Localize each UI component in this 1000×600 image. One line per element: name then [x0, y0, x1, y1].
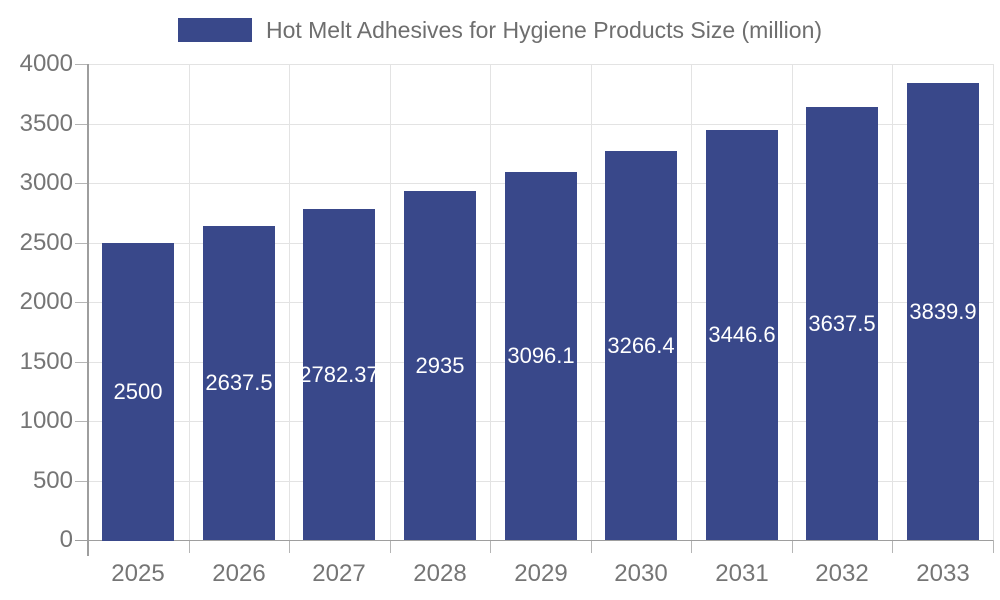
- bar-value-label: 3446.6: [708, 322, 776, 347]
- bar-value-label: 2935: [415, 352, 465, 378]
- bar-2027: 2782.37: [303, 209, 375, 540]
- gridline-vertical: [390, 64, 391, 540]
- gridline-vertical: [189, 64, 190, 540]
- x-axis-tick-label: 2028: [413, 560, 467, 587]
- gridline-vertical: [691, 64, 692, 540]
- bar-value-label: 3839.9: [909, 298, 977, 324]
- legend: Hot Melt Adhesives for Hygiene Products …: [0, 16, 1000, 44]
- y-axis-tick: [75, 362, 88, 363]
- gridline-vertical: [591, 64, 592, 540]
- bar-2026: 2637.5: [203, 226, 275, 540]
- x-axis-tick-label: 2027: [312, 560, 366, 587]
- bar-2033: 3839.9: [907, 83, 979, 540]
- x-axis-tick-label: 2029: [514, 560, 568, 587]
- gridline-horizontal: [88, 64, 993, 65]
- x-axis-tick: [792, 540, 793, 553]
- x-axis-tick-label: 2025: [111, 560, 165, 587]
- gridline-vertical: [892, 64, 893, 540]
- x-axis-tick: [691, 540, 692, 553]
- bar-2028: 2935: [404, 191, 476, 540]
- x-axis-tick-label: 2032: [815, 560, 869, 587]
- y-axis-tick: [75, 302, 88, 303]
- legend-item[interactable]: Hot Melt Adhesives for Hygiene Products …: [177, 16, 823, 44]
- x-axis-tick-label: 2031: [715, 560, 769, 587]
- legend-label: Hot Melt Adhesives for Hygiene Products …: [265, 17, 823, 43]
- x-axis-tick: [390, 540, 391, 553]
- x-axis-tick-label: 2026: [212, 560, 266, 587]
- x-axis-tick: [490, 540, 491, 553]
- x-axis-tick-label: 2030: [614, 560, 668, 587]
- y-axis-tick-label: 1500: [19, 348, 73, 375]
- x-axis-tick: [892, 540, 893, 553]
- y-axis-tick-label: 0: [59, 526, 73, 553]
- gridline-vertical: [289, 64, 290, 540]
- gridline-horizontal: [88, 124, 993, 125]
- y-axis-tick-label: 2000: [19, 288, 73, 315]
- x-axis-tick-label: 2033: [916, 560, 970, 587]
- x-axis-tick: [591, 540, 592, 553]
- bar-2031: 3446.6: [706, 130, 778, 540]
- legend-swatch-icon: [177, 18, 252, 42]
- gridline-vertical: [490, 64, 491, 540]
- y-axis-tick-label: 1000: [19, 407, 73, 434]
- y-axis-tick-label: 4000: [19, 50, 73, 77]
- y-axis-tick: [75, 183, 88, 184]
- bar-value-label: 3266.4: [607, 332, 675, 358]
- bar-value-label: 2782.37: [303, 361, 375, 387]
- x-axis-line: [75, 540, 993, 541]
- bar-value-label: 2500: [113, 379, 163, 404]
- y-axis-tick-label: 2500: [19, 229, 73, 256]
- bar-value-label: 3096.1: [507, 343, 575, 368]
- gridline-vertical: [792, 64, 793, 540]
- x-axis-tick: [189, 540, 190, 553]
- y-axis-tick: [75, 481, 88, 482]
- bar-2025: 2500: [102, 243, 174, 541]
- x-axis-tick: [993, 540, 994, 553]
- y-axis-tick: [75, 124, 88, 125]
- bar-value-label: 2637.5: [205, 370, 273, 395]
- y-axis-tick-label: 3000: [19, 169, 73, 196]
- gridline-vertical: [993, 64, 994, 540]
- y-axis-tick: [75, 421, 88, 422]
- y-axis-tick: [75, 243, 88, 244]
- bar-2029: 3096.1: [505, 172, 577, 540]
- bar-value-label: 3637.5: [808, 310, 876, 336]
- y-axis-tick-label: 3500: [19, 110, 73, 137]
- bar-2030: 3266.4: [605, 151, 677, 540]
- x-axis-tick: [289, 540, 290, 553]
- y-axis-line: [87, 64, 89, 556]
- y-axis-tick-label: 500: [32, 467, 73, 494]
- y-axis-tick: [75, 64, 88, 65]
- bar-2032: 3637.5: [806, 107, 878, 540]
